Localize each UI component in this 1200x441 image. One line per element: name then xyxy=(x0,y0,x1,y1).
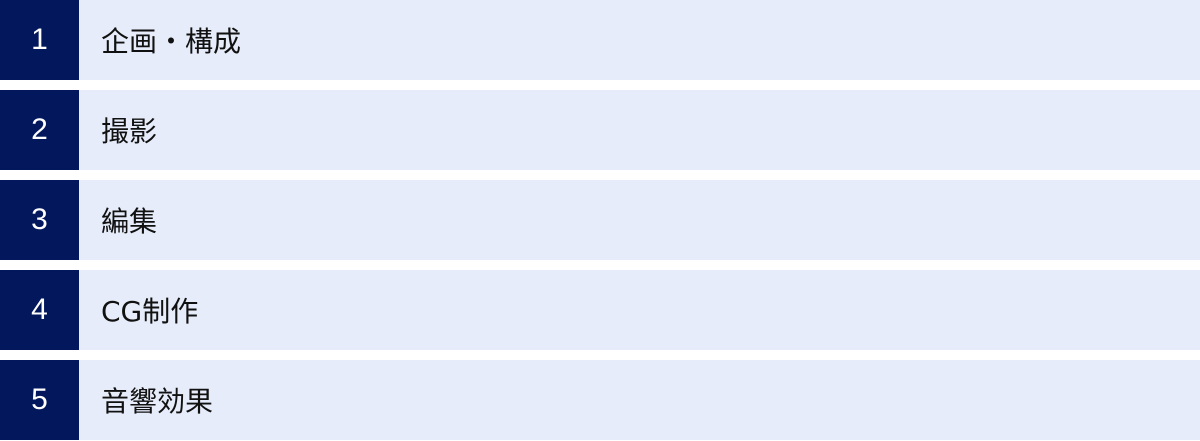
step-number: 5 xyxy=(0,360,79,440)
step-label: 音響効果 xyxy=(101,385,214,418)
step-label: 編集 xyxy=(101,205,158,238)
step-number: 2 xyxy=(0,90,79,170)
list-item: 5 音響効果 xyxy=(0,360,1200,440)
step-label: 企画・構成 xyxy=(101,25,242,58)
list-item: 2 撮影 xyxy=(0,90,1200,170)
list-item: 3 編集 xyxy=(0,180,1200,260)
list-item: 1 企画・構成 xyxy=(0,0,1200,80)
step-number: 1 xyxy=(0,0,79,80)
list-item: 4 CG制作 xyxy=(0,270,1200,350)
step-label: 撮影 xyxy=(101,115,158,148)
step-label: CG制作 xyxy=(101,295,199,328)
step-number: 4 xyxy=(0,270,79,350)
step-number: 3 xyxy=(0,180,79,260)
